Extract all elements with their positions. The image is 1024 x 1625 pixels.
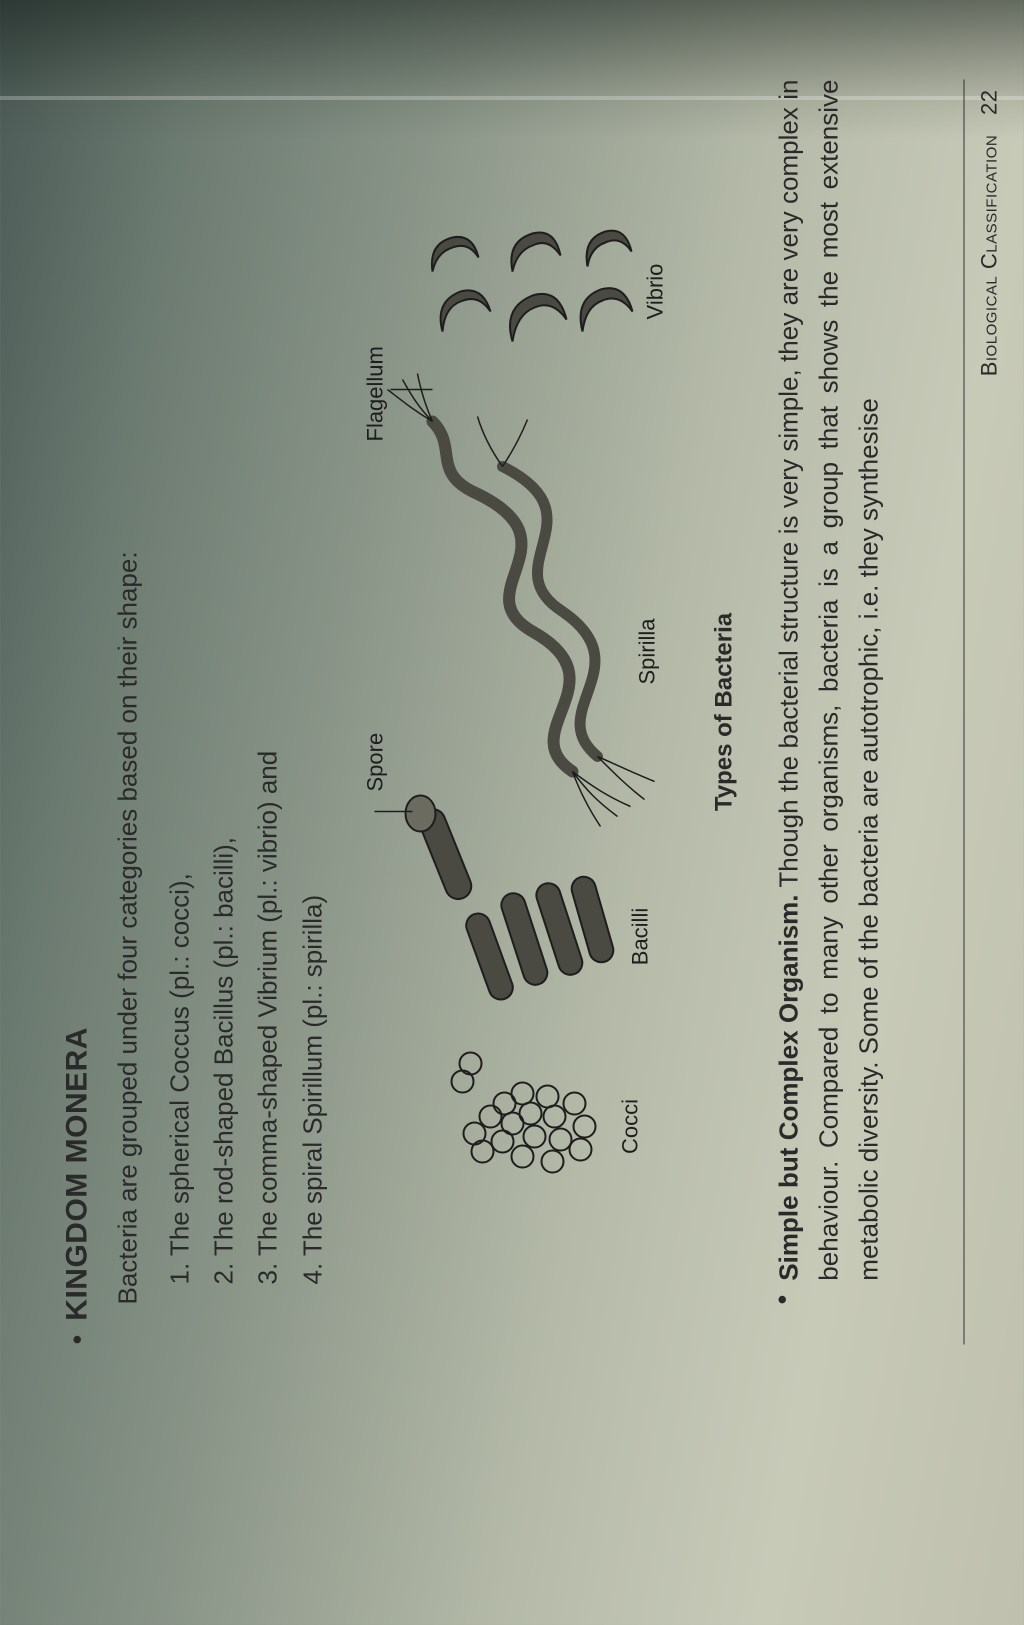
footer-rule [964, 80, 965, 1345]
paragraph-simple-complex: Simple but Complex Organism. Though the … [768, 80, 889, 1281]
heading-kingdom-monera: KINGDOM MONERA [61, 1027, 95, 1321]
spirilla-group [387, 374, 654, 827]
cocci-label: Cocci [617, 1099, 642, 1154]
bullet-dot-icon: • [64, 1335, 92, 1345]
spirilla-label: Spirilla [634, 618, 659, 685]
footer-chapter-title: Biological Classification 22 [977, 90, 1003, 377]
bacteria-figure: Cocci Bacilli Spore [362, 80, 702, 1345]
list-item: 2. The rod-shaped Bacillus (pl.: bacilli… [202, 80, 246, 1285]
flagellum-label: Flagellum [362, 347, 387, 442]
bacilli-group [405, 796, 616, 1003]
intro-sentence: Bacteria are grouped under four categori… [113, 80, 144, 1305]
bacilli-label: Bacilli [627, 908, 652, 965]
paragraph-lead-bold: Simple but Complex Organism. [773, 894, 803, 1280]
bullet-dot-icon: • [768, 1295, 796, 1305]
footer-chapter-label: Biological Classification [977, 135, 1002, 376]
section-simple-complex: • Simple but Complex Organism. Though th… [768, 80, 889, 1305]
vibrio-label: Vibrio [642, 264, 667, 320]
cocci-group [451, 1053, 595, 1173]
list-item: 4. The spiral Spirillum (pl.: spirilla) [290, 80, 334, 1285]
page-content-rotated: • KINGDOM MONERA Bacteria are grouped un… [1, 0, 1024, 1625]
bacteria-types-svg: Cocci Bacilli Spore [362, 212, 702, 1212]
section-kingdom-monera: • KINGDOM MONERA [61, 80, 95, 1345]
list-item: 3. The comma-shaped Vibrium (pl.: vibrio… [246, 80, 290, 1285]
list-item: 1. The spherical Coccus (pl.: cocci), [158, 80, 202, 1285]
shape-category-list: 1. The spherical Coccus (pl.: cocci), 2.… [158, 80, 335, 1285]
footer-page-number: 22 [977, 90, 1002, 115]
figure-caption: Types of Bacteria [710, 80, 738, 1345]
spore-label: Spore [362, 733, 387, 792]
vibrio-group [432, 231, 633, 342]
